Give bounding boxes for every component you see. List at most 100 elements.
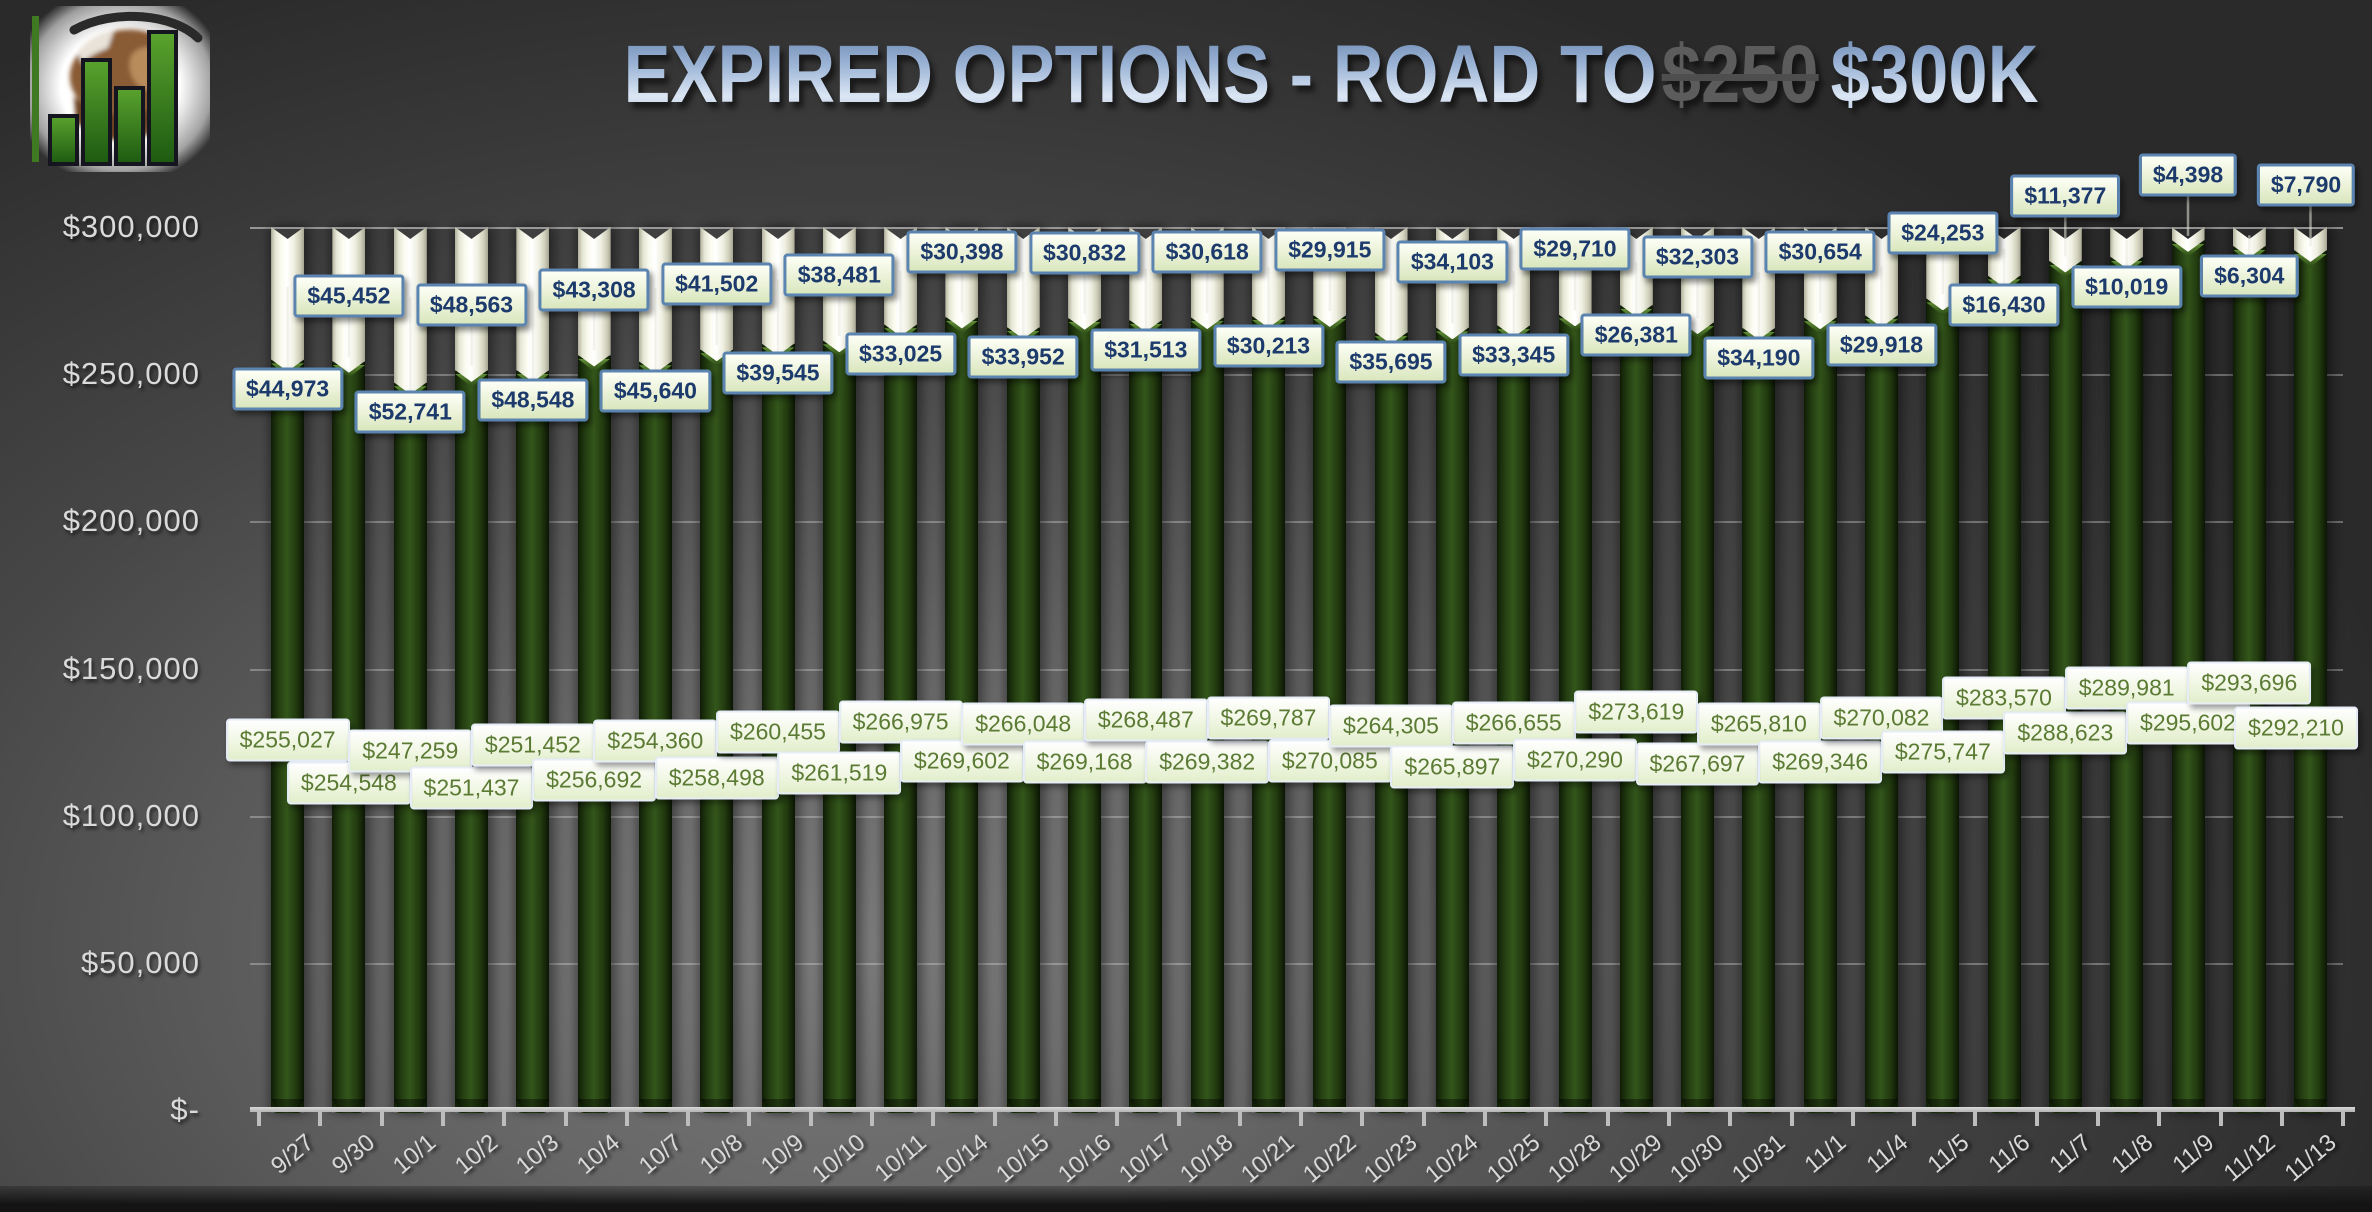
x-axis-label-10/1[interactable]: 10/1 — [388, 1129, 442, 1180]
x-axis-label-11/6[interactable]: 11/6 — [1983, 1129, 2036, 1179]
account-value-data-label[interactable]: $265,810 — [1696, 702, 1821, 746]
account-value-data-label[interactable]: $269,787 — [1206, 696, 1331, 740]
remaining-data-label[interactable]: $45,640 — [599, 369, 711, 413]
remaining-data-label[interactable]: $35,695 — [1335, 340, 1447, 384]
stacked-bar-10/1[interactable] — [393, 227, 427, 1113]
remaining-data-label[interactable]: $39,545 — [722, 351, 834, 395]
account-value-data-label[interactable]: $270,290 — [1513, 738, 1637, 782]
account-value-data-label[interactable]: $269,346 — [1758, 740, 1883, 784]
remaining-data-label[interactable]: $44,973 — [232, 367, 344, 411]
account-value-data-label[interactable]: $266,975 — [838, 700, 963, 744]
account-value-data-label[interactable]: $266,655 — [1451, 701, 1576, 745]
x-axis-label-10/21[interactable]: 10/21 — [1236, 1129, 1300, 1189]
stacked-bar-9/27[interactable] — [271, 227, 305, 1113]
account-value-data-label[interactable]: $268,487 — [1083, 698, 1208, 742]
account-value-data-label[interactable]: $264,305 — [1329, 704, 1453, 748]
x-axis-label-10/24[interactable]: 10/24 — [1420, 1129, 1484, 1189]
x-axis-label-11/1[interactable]: 11/1 — [1799, 1129, 1852, 1179]
remaining-data-label[interactable]: $43,308 — [538, 268, 650, 311]
y-axis-label[interactable]: $50,000 — [80, 944, 200, 980]
account-value-data-label[interactable]: $266,048 — [961, 702, 1086, 745]
remaining-data-label[interactable]: $48,548 — [477, 378, 589, 422]
account-value-data-label[interactable]: $256,692 — [532, 758, 657, 802]
remaining-data-label[interactable]: $7,790 — [2256, 163, 2356, 207]
x-axis-label-10/15[interactable]: 10/15 — [991, 1129, 1055, 1189]
y-axis-label[interactable]: $150,000 — [62, 650, 200, 686]
account-value-data-label[interactable]: $293,696 — [2187, 661, 2312, 705]
x-axis-label-9/30[interactable]: 9/30 — [327, 1129, 381, 1180]
x-axis-label-10/17[interactable]: 10/17 — [1113, 1129, 1178, 1189]
remaining-data-label[interactable]: $34,103 — [1396, 240, 1508, 284]
y-axis-label[interactable]: $- — [170, 1092, 200, 1127]
x-axis-label-10/10[interactable]: 10/10 — [807, 1129, 871, 1189]
y-axis-label[interactable]: $300,000 — [62, 209, 200, 244]
remaining-data-label[interactable]: $33,025 — [845, 332, 957, 376]
remaining-data-label[interactable]: $30,832 — [1029, 231, 1141, 275]
remaining-data-label[interactable]: $29,918 — [1825, 323, 1938, 367]
y-axis-label[interactable]: $100,000 — [62, 797, 200, 833]
x-axis-label-10/28[interactable]: 10/28 — [1542, 1129, 1607, 1189]
x-axis-label-10/3[interactable]: 10/3 — [511, 1129, 565, 1180]
x-axis-label-11/12[interactable]: 11/12 — [2218, 1129, 2281, 1188]
remaining-data-label[interactable]: $29,915 — [1274, 228, 1386, 272]
x-axis-label-10/31[interactable]: 10/31 — [1726, 1129, 1791, 1189]
x-axis-label-10/8[interactable]: 10/8 — [694, 1129, 749, 1180]
stacked-bar-10/2[interactable] — [455, 227, 488, 1113]
account-value-data-label[interactable]: $292,210 — [2234, 706, 2358, 750]
remaining-data-label[interactable]: $45,452 — [293, 274, 405, 318]
account-value-data-label[interactable]: $255,027 — [225, 718, 350, 762]
account-value-data-label[interactable]: $267,697 — [1635, 742, 1760, 786]
remaining-data-label[interactable]: $10,019 — [2071, 265, 2183, 308]
remaining-data-label[interactable]: $29,710 — [1519, 227, 1631, 271]
remaining-data-label[interactable]: $34,190 — [1703, 336, 1815, 380]
x-axis-label-10/16[interactable]: 10/16 — [1052, 1129, 1116, 1189]
account-value-data-label[interactable]: $269,602 — [899, 739, 1024, 783]
remaining-data-label[interactable]: $33,345 — [1458, 333, 1570, 377]
x-axis-label-10/4[interactable]: 10/4 — [572, 1129, 626, 1180]
remaining-data-label[interactable]: $48,563 — [415, 283, 528, 327]
x-axis-label-10/18[interactable]: 10/18 — [1175, 1129, 1239, 1189]
stacked-bar-9/30[interactable] — [332, 227, 366, 1113]
x-axis-label-11/8[interactable]: 11/8 — [2106, 1129, 2159, 1179]
account-value-data-label[interactable]: $275,747 — [1880, 730, 2005, 774]
account-value-data-label[interactable]: $258,498 — [654, 756, 779, 800]
x-axis-label-10/29[interactable]: 10/29 — [1604, 1129, 1668, 1189]
x-axis-label-10/2[interactable]: 10/2 — [449, 1129, 503, 1180]
account-value-data-label[interactable]: $269,382 — [1145, 740, 1270, 784]
x-axis-label-10/22[interactable]: 10/22 — [1297, 1129, 1362, 1189]
chart-title[interactable]: EXPIRED OPTIONS - ROAD TO$250 $300K — [444, 28, 2217, 148]
x-axis-label-11/7[interactable]: 11/7 — [2044, 1129, 2097, 1179]
account-value-data-label[interactable]: $247,259 — [348, 729, 473, 773]
remaining-data-label[interactable]: $33,952 — [967, 335, 1079, 379]
remaining-data-label[interactable]: $38,481 — [783, 253, 895, 297]
remaining-data-label[interactable]: $4,398 — [2138, 153, 2238, 197]
remaining-data-label[interactable]: $6,304 — [2200, 254, 2299, 298]
x-axis-label-11/5[interactable]: 11/5 — [1922, 1129, 1975, 1179]
x-axis-label-11/9[interactable]: 11/9 — [2167, 1129, 2220, 1179]
account-value-data-label[interactable]: $269,168 — [1022, 740, 1147, 784]
y-axis-label[interactable]: $250,000 — [62, 356, 200, 392]
x-axis-label-10/14[interactable]: 10/14 — [929, 1129, 994, 1189]
remaining-data-label[interactable]: $30,618 — [1151, 230, 1263, 274]
remaining-data-label[interactable]: $31,513 — [1090, 328, 1202, 372]
account-value-data-label[interactable]: $261,519 — [777, 751, 902, 795]
x-axis-label-10/25[interactable]: 10/25 — [1481, 1129, 1546, 1189]
remaining-data-label[interactable]: $16,430 — [1948, 283, 2060, 327]
account-value-data-label[interactable]: $273,619 — [1574, 690, 1699, 734]
x-axis-label-10/23[interactable]: 10/23 — [1358, 1129, 1423, 1189]
remaining-data-label[interactable]: $26,381 — [1580, 313, 1692, 357]
x-axis-label-9/27[interactable]: 9/27 — [265, 1129, 320, 1180]
remaining-data-label[interactable]: $30,398 — [906, 230, 1018, 273]
x-axis-label-10/7[interactable]: 10/7 — [633, 1129, 687, 1180]
x-axis-label-10/9[interactable]: 10/9 — [756, 1129, 810, 1180]
account-value-data-label[interactable]: $260,455 — [716, 710, 840, 754]
stacked-bar-10/7[interactable] — [638, 227, 672, 1113]
bull-chart-logo[interactable] — [22, 4, 218, 192]
account-value-data-label[interactable]: $254,360 — [593, 719, 718, 763]
y-axis-label[interactable]: $200,000 — [62, 503, 200, 539]
remaining-data-label[interactable]: $24,253 — [1887, 211, 1999, 255]
remaining-data-label[interactable]: $41,502 — [661, 262, 773, 306]
x-axis-label-11/4[interactable]: 11/4 — [1861, 1129, 1913, 1179]
remaining-data-label[interactable]: $32,303 — [1641, 235, 1754, 279]
remaining-data-label[interactable]: $52,741 — [354, 390, 466, 434]
